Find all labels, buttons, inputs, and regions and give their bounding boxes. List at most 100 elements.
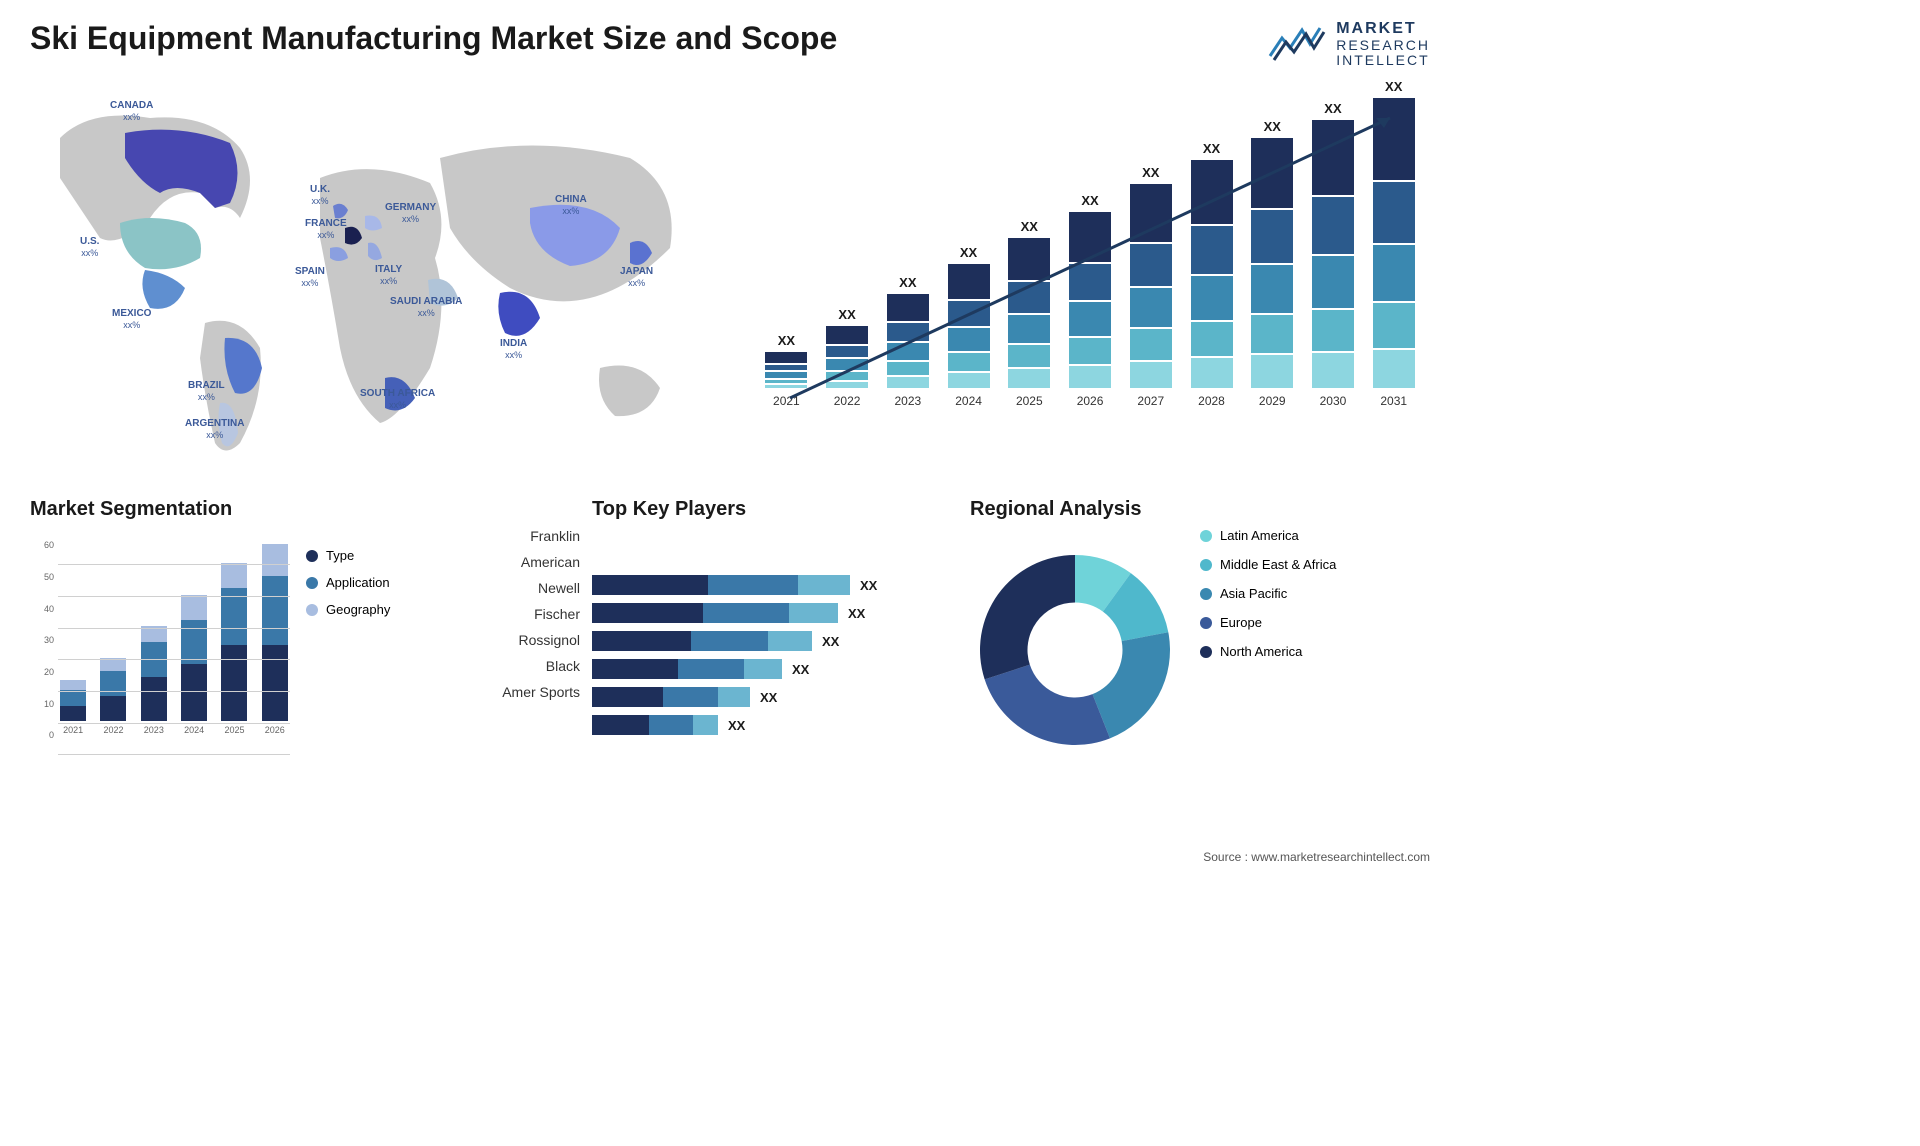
segmentation-chart: 0102030405060 202120222023202420252026 — [30, 535, 290, 755]
forecast-chart: XX2021XX2022XX2023XX2024XX2025XX2026XX20… — [750, 88, 1430, 468]
country-label: CANADAxx% — [110, 100, 153, 123]
segmentation-legend: Type Application Geography — [306, 498, 390, 760]
bar-value-label: XX — [899, 275, 916, 290]
year-label: 2026 — [1077, 394, 1104, 408]
logo-line1: MARKET — [1336, 20, 1430, 38]
bar-value-label: XX — [1385, 79, 1402, 94]
segmentation-title: Market Segmentation — [30, 498, 290, 521]
companies-list: Franklin American Newell Fischer Rossignol Bl… — [480, 498, 580, 760]
legend-item: Geography — [306, 602, 390, 617]
seg-bar: 2025 — [219, 563, 249, 735]
forecast-bar: XX 2026 — [1064, 193, 1117, 408]
country-label: JAPANxx% — [620, 266, 653, 289]
logo-text: MARKET RESEARCH INTELLECT — [1336, 20, 1430, 68]
country-label: MEXICOxx% — [112, 308, 151, 331]
seg-bar: 2026 — [260, 544, 290, 735]
country-label: ITALYxx% — [375, 264, 402, 287]
company-name: Amer Sports — [480, 684, 580, 700]
logo-line2: RESEARCH — [1336, 38, 1430, 53]
legend-item: North America — [1200, 644, 1336, 659]
year-label: 2031 — [1380, 394, 1407, 408]
year-label: 2024 — [955, 394, 982, 408]
year-label: 2021 — [773, 394, 800, 408]
company-name: Fischer — [480, 606, 580, 622]
year-label: 2027 — [1137, 394, 1164, 408]
legend-item: Middle East & Africa — [1200, 557, 1336, 572]
regional-legend: Latin America Middle East & Africa Asia Pa… — [1200, 498, 1336, 760]
bar-value-label: XX — [778, 333, 795, 348]
world-map: CANADAxx% U.S.xx% MEXICOxx% BRAZILxx% ARGENT… — [30, 88, 710, 468]
seg-bar: 2022 — [98, 658, 128, 735]
country-label: FRANCExx% — [305, 218, 347, 241]
map-svg — [30, 88, 710, 468]
segmentation-panel: Market Segmentation 0102030405060 202120… — [30, 498, 450, 760]
country-label: BRAZILxx% — [188, 380, 225, 403]
brand-logo: MARKET RESEARCH INTELLECT — [1268, 20, 1430, 68]
header: Ski Equipment Manufacturing Market Size … — [30, 20, 1430, 68]
year-label: 2028 — [1198, 394, 1225, 408]
regional-title: Regional Analysis — [970, 498, 1180, 521]
forecast-bar: XX 2027 — [1124, 165, 1177, 408]
country-label: ARGENTINAxx% — [185, 418, 244, 441]
forecast-bar: XX 2025 — [1003, 219, 1056, 408]
company-name: American — [480, 554, 580, 570]
logo-icon — [1268, 24, 1328, 64]
company-name: Black — [480, 658, 580, 674]
player-bar-row: XX — [592, 603, 940, 623]
top-row: CANADAxx% U.S.xx% MEXICOxx% BRAZILxx% ARGENT… — [30, 88, 1430, 468]
forecast-bar: XX 2028 — [1185, 141, 1238, 408]
forecast-bar: XX 2024 — [942, 245, 995, 408]
bar-value-label: XX — [960, 245, 977, 260]
country-label: GERMANYxx% — [385, 202, 436, 225]
legend-item: Europe — [1200, 615, 1336, 630]
forecast-bar: XX 2021 — [760, 333, 813, 408]
country-label: SOUTH AFRICAxx% — [360, 388, 435, 411]
forecast-bar: XX 2031 — [1367, 79, 1420, 408]
year-label: 2029 — [1259, 394, 1286, 408]
seg-bar: 2024 — [179, 595, 209, 736]
legend-item: Application — [306, 575, 390, 590]
regional-panel: Regional Analysis Latin America Middle Ea… — [970, 498, 1430, 760]
country-label: INDIAxx% — [500, 338, 527, 361]
player-bar-row: XX — [592, 659, 940, 679]
company-name: Rossignol — [480, 632, 580, 648]
source-attribution: Source : www.marketresearchintellect.com — [1203, 850, 1430, 864]
players-chart: XX XX XX XX XX XX — [592, 535, 940, 735]
donut-chart — [970, 545, 1180, 755]
bar-value-label: XX — [1142, 165, 1159, 180]
country-label: U.S.xx% — [80, 236, 99, 259]
players-title: Top Key Players — [592, 498, 940, 521]
player-bar-row: XX — [592, 631, 940, 651]
year-label: 2022 — [834, 394, 861, 408]
legend-item: Asia Pacific — [1200, 586, 1336, 601]
year-label: 2025 — [1016, 394, 1043, 408]
legend-item: Type — [306, 548, 390, 563]
bar-value-label: XX — [1081, 193, 1098, 208]
forecast-bar: XX 2022 — [821, 307, 874, 408]
bar-value-label: XX — [1021, 219, 1038, 234]
country-label: CHINAxx% — [555, 194, 587, 217]
logo-line3: INTELLECT — [1336, 53, 1430, 68]
forecast-bar: XX2023 — [881, 275, 934, 408]
bar-value-label: XX — [1264, 119, 1281, 134]
bar-value-label: XX — [1324, 101, 1341, 116]
players-panel: Franklin American Newell Fischer Rossignol Bl… — [480, 498, 940, 760]
seg-bar: 2021 — [58, 680, 88, 735]
legend-item: Latin America — [1200, 528, 1336, 543]
year-label: 2030 — [1320, 394, 1347, 408]
player-bar-row: XX — [592, 575, 940, 595]
donut-slice — [985, 665, 1110, 745]
forecast-bar: XX 2030 — [1307, 101, 1360, 408]
country-label: SAUDI ARABIAxx% — [390, 296, 462, 319]
donut-slice — [1092, 633, 1170, 739]
company-name: Newell — [480, 580, 580, 596]
player-bar-row: XX — [592, 687, 940, 707]
player-bar-row: XX — [592, 715, 940, 735]
bar-value-label: XX — [838, 307, 855, 322]
bar-value-label: XX — [1203, 141, 1220, 156]
country-label: SPAINxx% — [295, 266, 325, 289]
country-label: U.K.xx% — [310, 184, 330, 207]
company-name: Franklin — [480, 528, 580, 544]
bottom-row: Market Segmentation 0102030405060 202120… — [30, 498, 1430, 760]
page-title: Ski Equipment Manufacturing Market Size … — [30, 20, 837, 57]
